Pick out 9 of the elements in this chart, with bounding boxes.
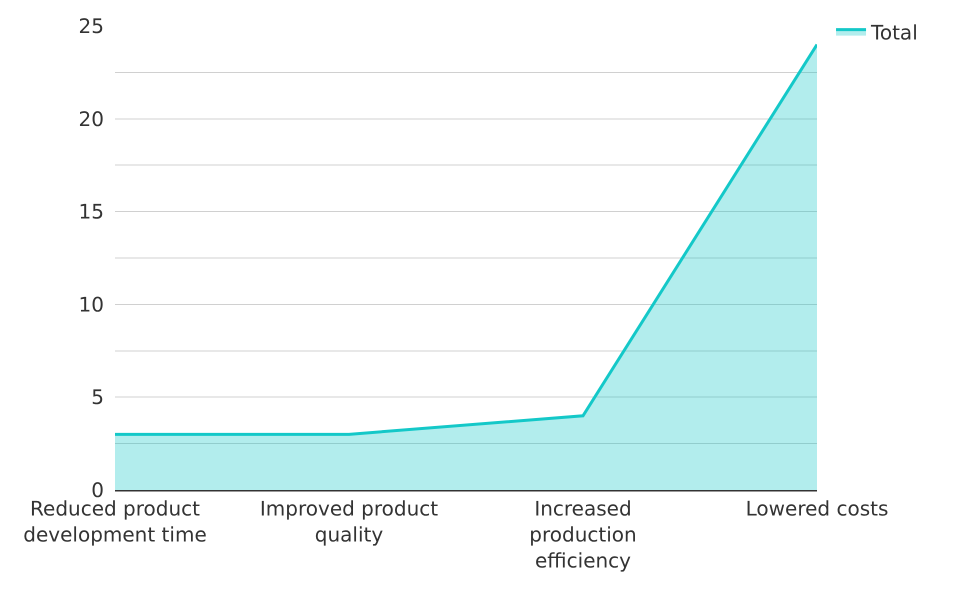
x-tick-label: Improved product quality	[260, 496, 438, 546]
y-tick-label: 15	[78, 200, 104, 224]
legend-label: Total	[870, 20, 918, 44]
x-tick-label: Lowered costs	[746, 496, 888, 520]
x-tick-label: Increased production efficiency	[529, 496, 637, 572]
y-tick-label: 20	[78, 106, 104, 131]
y-tick-label: 25	[78, 14, 104, 38]
y-tick-label: 5	[91, 385, 104, 410]
y-tick-label: 10	[78, 292, 104, 316]
